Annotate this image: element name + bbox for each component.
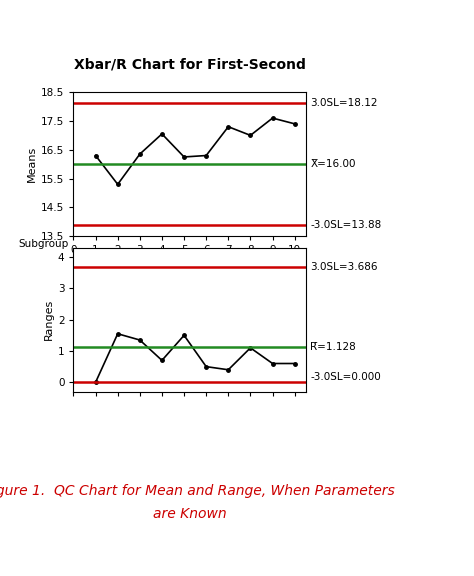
Y-axis label: Means: Means — [27, 146, 37, 182]
Text: Xbar/R Chart for First-Second: Xbar/R Chart for First-Second — [73, 58, 306, 72]
Text: -3.0SL=0.000: -3.0SL=0.000 — [310, 372, 381, 382]
Text: Figure 1.  QC Chart for Mean and Range, When Parameters
are Known: Figure 1. QC Chart for Mean and Range, W… — [0, 484, 395, 521]
Text: 3.0SL=3.686: 3.0SL=3.686 — [310, 262, 378, 272]
Text: 3.0SL=18.12: 3.0SL=18.12 — [310, 98, 378, 108]
Text: Subgroup: Subgroup — [18, 239, 69, 249]
Y-axis label: Ranges: Ranges — [44, 299, 54, 340]
Text: X̅=16.00: X̅=16.00 — [310, 159, 356, 169]
Text: R̅=1.128: R̅=1.128 — [310, 342, 356, 352]
Text: -3.0SL=13.88: -3.0SL=13.88 — [310, 220, 382, 230]
